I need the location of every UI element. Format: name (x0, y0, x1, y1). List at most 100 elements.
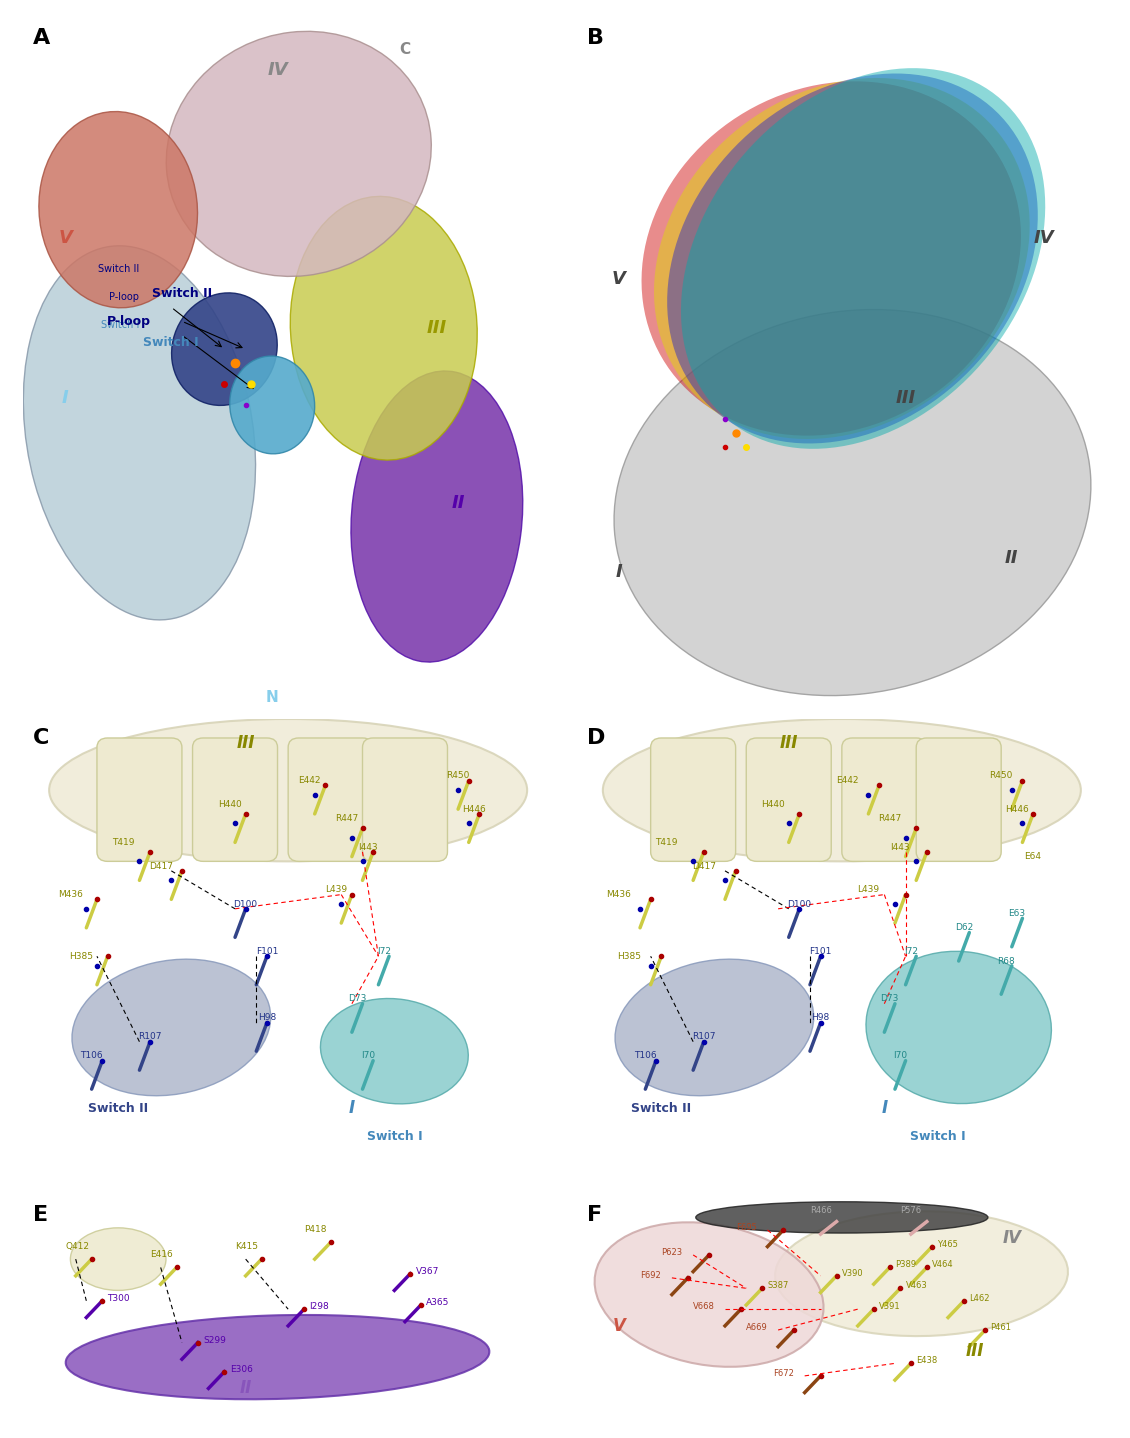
Text: N: N (266, 690, 279, 706)
Text: B: B (586, 29, 603, 49)
Text: H98: H98 (811, 1014, 829, 1022)
Text: V390: V390 (842, 1268, 863, 1278)
Text: I72: I72 (904, 948, 918, 956)
Text: M436: M436 (607, 890, 632, 899)
Ellipse shape (321, 998, 468, 1104)
Text: R450: R450 (990, 771, 1012, 781)
FancyBboxPatch shape (288, 738, 373, 861)
Text: V: V (58, 229, 72, 246)
Text: H98: H98 (258, 1014, 276, 1022)
Text: T419: T419 (112, 838, 134, 847)
Ellipse shape (603, 719, 1080, 861)
Text: Switch II: Switch II (88, 1102, 148, 1114)
Text: L439: L439 (325, 886, 347, 894)
Text: D73: D73 (880, 995, 898, 1004)
Text: D62: D62 (955, 923, 973, 932)
Text: Switch I: Switch I (144, 335, 199, 348)
Text: S299: S299 (203, 1336, 226, 1345)
Text: R68: R68 (998, 956, 1016, 965)
Ellipse shape (615, 959, 814, 1096)
Text: II: II (1005, 549, 1018, 568)
Text: R466: R466 (810, 1206, 832, 1215)
Text: T419: T419 (655, 838, 678, 847)
Ellipse shape (594, 1222, 824, 1368)
Ellipse shape (172, 293, 277, 406)
FancyBboxPatch shape (97, 738, 182, 861)
Ellipse shape (642, 82, 1020, 436)
Text: R107: R107 (692, 1032, 715, 1041)
FancyBboxPatch shape (651, 738, 736, 861)
Text: E442: E442 (836, 777, 859, 785)
Text: F672: F672 (773, 1369, 794, 1378)
Text: I72: I72 (376, 948, 391, 956)
Text: I443: I443 (358, 843, 377, 851)
Ellipse shape (667, 73, 1037, 443)
Text: P576: P576 (901, 1206, 921, 1215)
Text: A365: A365 (426, 1299, 450, 1307)
Text: V391: V391 (879, 1303, 901, 1311)
Text: E442: E442 (298, 777, 321, 785)
Text: R447: R447 (878, 814, 902, 823)
Ellipse shape (866, 952, 1051, 1103)
Text: D100: D100 (234, 900, 258, 909)
Text: II: II (240, 1379, 252, 1396)
FancyBboxPatch shape (192, 738, 278, 861)
FancyBboxPatch shape (363, 738, 447, 861)
Text: T106: T106 (634, 1051, 657, 1060)
Text: R450: R450 (446, 771, 470, 781)
FancyBboxPatch shape (746, 738, 832, 861)
Text: V: V (612, 1317, 625, 1334)
Text: F692: F692 (641, 1271, 661, 1280)
Ellipse shape (24, 246, 255, 620)
Ellipse shape (70, 1228, 166, 1290)
Text: I298: I298 (310, 1303, 329, 1311)
Text: H385: H385 (69, 952, 93, 961)
Text: E306: E306 (229, 1365, 253, 1373)
Text: I70: I70 (893, 1051, 907, 1060)
Text: P461: P461 (991, 1323, 1011, 1332)
Text: V367: V367 (416, 1267, 438, 1276)
Text: S387: S387 (767, 1281, 789, 1290)
Text: H440: H440 (218, 800, 242, 810)
Text: H446: H446 (462, 805, 486, 814)
Ellipse shape (681, 68, 1045, 449)
Ellipse shape (614, 309, 1090, 696)
Ellipse shape (38, 112, 198, 308)
Text: II: II (451, 493, 464, 512)
Text: V668: V668 (693, 1303, 714, 1311)
Text: Switch I: Switch I (910, 1130, 965, 1143)
Ellipse shape (50, 719, 527, 861)
Text: H446: H446 (1006, 805, 1029, 814)
Text: Switch II: Switch II (98, 265, 139, 275)
Text: E416: E416 (150, 1250, 173, 1260)
Text: IV: IV (1002, 1229, 1022, 1247)
Ellipse shape (290, 197, 477, 460)
Text: P-loop: P-loop (107, 315, 150, 328)
Text: E: E (33, 1205, 49, 1225)
Text: I: I (616, 564, 623, 581)
Text: I: I (349, 1099, 355, 1117)
Text: H385: H385 (617, 952, 642, 961)
Text: R447: R447 (334, 814, 358, 823)
Text: P418: P418 (304, 1225, 327, 1234)
Text: F101: F101 (255, 948, 278, 956)
Text: H440: H440 (760, 800, 784, 810)
Text: Y465: Y465 (938, 1240, 958, 1248)
Text: V463: V463 (905, 1281, 928, 1290)
Text: IV: IV (1033, 229, 1054, 246)
Text: D73: D73 (348, 995, 366, 1004)
Text: I: I (881, 1099, 887, 1117)
Text: IV: IV (267, 62, 288, 79)
Ellipse shape (351, 371, 523, 661)
Text: Q412: Q412 (66, 1241, 89, 1251)
Text: R107: R107 (138, 1032, 162, 1041)
Text: F695: F695 (736, 1222, 757, 1232)
Text: E63: E63 (1009, 909, 1026, 917)
Text: F101: F101 (809, 948, 832, 956)
Text: F: F (586, 1205, 602, 1225)
Text: E64: E64 (1025, 853, 1042, 861)
Text: Switch I: Switch I (101, 321, 139, 331)
Text: D417: D417 (149, 861, 173, 870)
Text: P623: P623 (661, 1248, 683, 1257)
Text: V464: V464 (932, 1261, 954, 1270)
